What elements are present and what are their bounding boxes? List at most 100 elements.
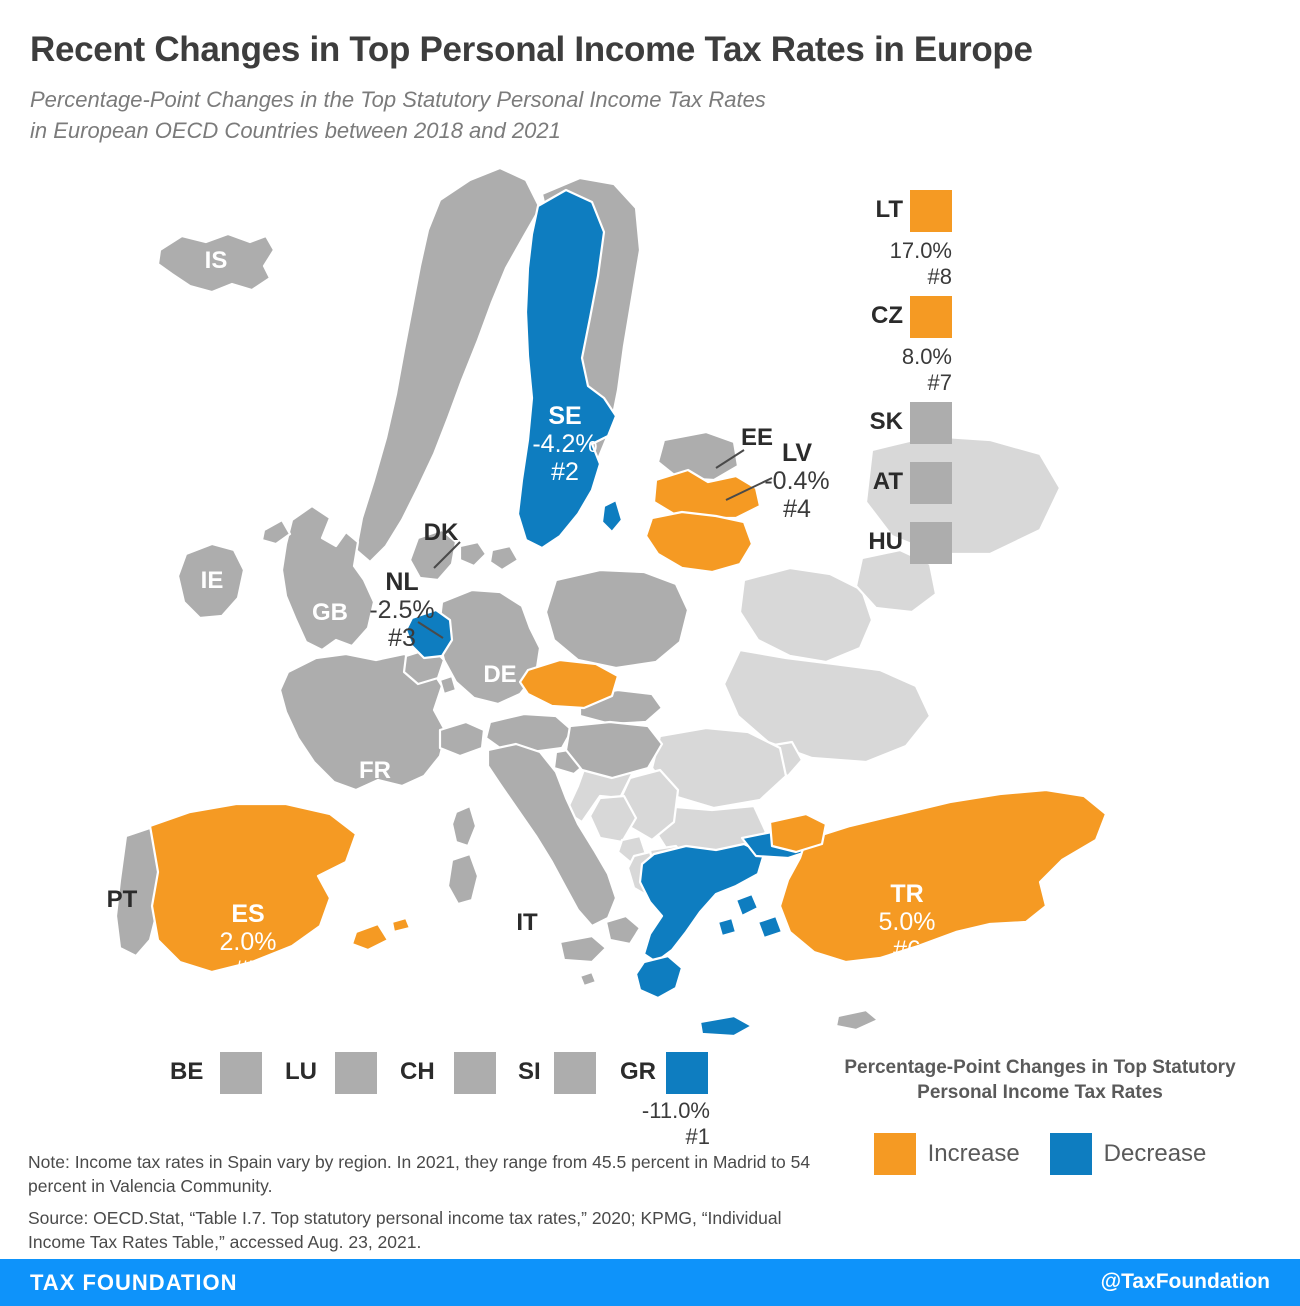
legend-swatch-cz (910, 296, 952, 338)
source-line-2: Income Tax Rates Table,” accessed Aug. 2… (28, 1232, 422, 1252)
country-iceland (156, 232, 276, 294)
key-title-line-2: Personal Income Tax Rates (917, 1082, 1163, 1103)
legend-entry-at: AT (855, 462, 965, 508)
note-line-1: Note: Income tax rates in Spain vary by … (28, 1152, 811, 1172)
source-paragraph: Source: OECD.Stat, “Table I.7. Top statu… (28, 1206, 878, 1254)
legend-swatch-lt (910, 190, 952, 232)
map-value-es: 2.0% (220, 928, 277, 956)
map-rank-nl: #3 (388, 624, 416, 652)
legend-code-ch: CH (400, 1058, 435, 1085)
legend-swatch-gr (666, 1052, 708, 1094)
country-turkey (778, 788, 1108, 964)
right-legend-list: LT 17.0% #8 CZ 8.0% #7 SK AT (855, 190, 965, 568)
legend-rank-cz: #7 (927, 370, 952, 395)
map-rank-tr: #6 (893, 936, 921, 964)
country-estonia (656, 430, 740, 482)
country-great-britain (280, 504, 376, 652)
oecd-no-change-countries (114, 166, 740, 988)
leader-line-lv (725, 477, 773, 501)
country-poland (544, 568, 690, 670)
key-item-increase: Increase (873, 1133, 1020, 1175)
country-greece (638, 842, 766, 964)
map-value-se: -4.2% (532, 430, 597, 458)
country-italy (486, 742, 618, 928)
legend-entry-cz: CZ 8.0% #7 (855, 296, 965, 396)
legend-swatch-hu (910, 522, 952, 564)
footer-bar: TAX FOUNDATION @TaxFoundation (0, 1259, 1300, 1306)
country-denmark (408, 528, 458, 582)
country-norway (354, 166, 542, 564)
key-items: Increase Decrease (800, 1133, 1280, 1175)
legend-code-lt: LT (875, 196, 903, 223)
map-value-lv: -0.4% (764, 467, 829, 495)
europe-map-container: IS IE GB FR DE IT PT DK EE SE -4.2% #2 N… (0, 150, 1300, 1050)
country-latvia (652, 468, 762, 520)
key-title-line-1: Percentage-Point Changes in Top Statutor… (844, 1057, 1236, 1078)
country-switzerland (438, 720, 486, 758)
subtitle-line-1: Percentage-Point Changes in the Top Stat… (30, 87, 766, 112)
legend-code-si: SI (518, 1058, 541, 1085)
map-value-tr: 5.0% (879, 908, 936, 936)
legend-entry-sk: SK (855, 402, 965, 448)
legend-code-cz: CZ (871, 302, 903, 329)
note-paragraph: Note: Income tax rates in Spain vary by … (28, 1150, 878, 1198)
map-value-nl: -2.5% (369, 596, 434, 624)
legend-swatch-si (554, 1052, 596, 1094)
notes-block: Note: Income tax rates in Spain vary by … (28, 1150, 878, 1262)
legend-swatch-ch (454, 1052, 496, 1094)
legend-value-gr: -11.0% (641, 1098, 710, 1123)
legend-rank-lt: #8 (927, 264, 952, 289)
bottom-legend-list: BE LU CH SI GR -11.0% #1 (170, 1052, 730, 1152)
legend-code-at: AT (872, 468, 903, 495)
footer-brand: TAX FOUNDATION (30, 1270, 238, 1295)
legend-swatch-be (220, 1052, 262, 1094)
map-rank-es: #5 (234, 956, 262, 984)
europe-choropleth-map: IS IE GB FR DE IT PT DK EE SE -4.2% #2 N… (107, 166, 1108, 1038)
legend-code-sk: SK (869, 408, 903, 435)
country-austria (484, 712, 574, 754)
page-title: Recent Changes in Top Personal Income Ta… (30, 30, 1033, 69)
map-rank-lv: #4 (783, 495, 811, 523)
legend-code-hu: HU (868, 528, 903, 555)
legend-value-cz: 8.0% (901, 344, 952, 369)
non-oecd-countries (564, 434, 1062, 1032)
country-netherlands (404, 608, 454, 660)
legend-swatch-at (910, 462, 952, 504)
legend-code-gr: GR (620, 1058, 656, 1085)
legend-code-be: BE (170, 1058, 204, 1085)
legend-entry-lt: LT 17.0% #8 (855, 190, 965, 290)
country-lithuania (644, 510, 754, 574)
map-rank-se: #2 (551, 458, 579, 486)
map-label-nl: NL (385, 568, 418, 596)
country-france (278, 652, 448, 792)
key-label-decrease: Decrease (1103, 1140, 1207, 1167)
country-spain (148, 802, 358, 974)
country-ireland (176, 542, 246, 620)
legend-rank-gr: #1 (685, 1124, 710, 1149)
legend-value-lt: 17.0% (889, 238, 952, 263)
legend-swatch-sk (910, 402, 952, 444)
country-sweden (516, 188, 618, 550)
map-label-lv: LV (782, 439, 812, 467)
note-line-2: percent in Valencia Community. (28, 1176, 273, 1196)
leader-line-ee (715, 449, 745, 469)
legend-swatch-lu (335, 1052, 377, 1094)
legend-code-lu: LU (285, 1058, 317, 1085)
key-swatch-increase (873, 1133, 916, 1175)
page-subtitle: Percentage-Point Changes in the Top Stat… (30, 84, 766, 146)
source-line-1: Source: OECD.Stat, “Table I.7. Top statu… (28, 1208, 782, 1228)
increase-countries (148, 468, 1108, 974)
country-luxembourg (438, 674, 458, 696)
leader-line-dk (433, 541, 461, 569)
key-item-decrease: Decrease (1049, 1133, 1207, 1175)
legend-entry-hu: HU (855, 522, 965, 568)
map-label-ee: EE (741, 424, 773, 451)
leader-line-nl (417, 621, 444, 639)
country-czechia (518, 658, 620, 710)
subtitle-line-2: in European OECD Countries between 2018 … (30, 118, 561, 143)
footer-handle[interactable]: @TaxFoundation (1100, 1270, 1270, 1293)
country-hungary (564, 720, 664, 780)
key-label-increase: Increase (927, 1140, 1020, 1167)
map-key: Percentage-Point Changes in Top Statutor… (800, 1055, 1280, 1175)
